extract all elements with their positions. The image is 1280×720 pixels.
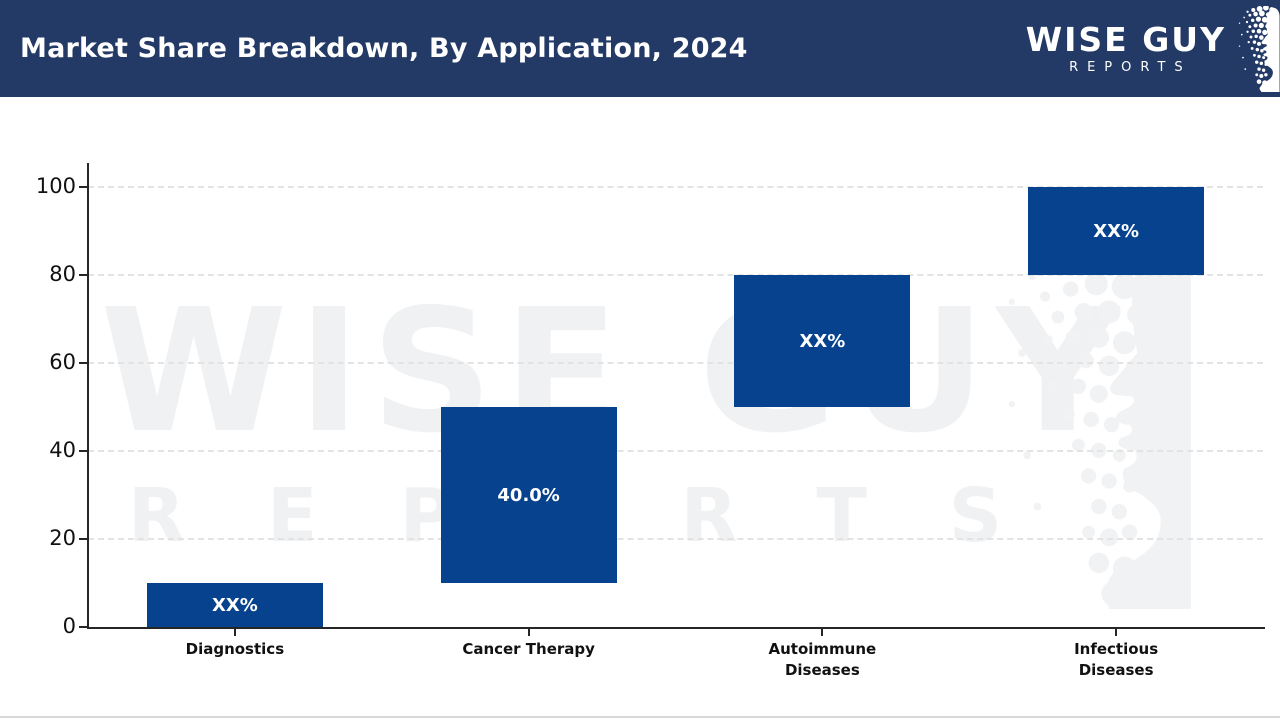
waterfall-bar: 40.0% — [440, 407, 617, 583]
y-tick-mark — [79, 450, 87, 452]
logo-wordmark: WISE GUY — [1025, 20, 1226, 59]
x-tick-mark — [233, 629, 236, 636]
waterfall-bar: XX% — [734, 275, 911, 407]
gridline — [88, 186, 1263, 188]
x-category-label: Autoimmune Diseases — [768, 640, 877, 679]
y-tick-label: 100 — [35, 174, 76, 198]
x-tick-mark — [821, 629, 824, 636]
gridline — [88, 274, 1263, 276]
header: Market Share Breakdown, By Application, … — [0, 0, 1280, 97]
y-tick-label: 40 — [49, 438, 76, 462]
y-tick-label: 60 — [49, 350, 76, 374]
y-tick-label: 0 — [62, 614, 76, 638]
y-tick-label: 20 — [49, 526, 76, 550]
bar-value-label: XX% — [211, 594, 258, 616]
chart-title: Market Share Breakdown, By Application, … — [20, 33, 748, 64]
wiseguy-logo: WISE GUY REPORTS — [1026, 0, 1280, 97]
logo-text: WISE GUY REPORTS — [1026, 23, 1226, 74]
bar-value-label: XX% — [1093, 220, 1140, 242]
y-tick-label: 80 — [49, 262, 76, 286]
x-tick-mark — [1115, 629, 1118, 636]
x-category-label: Diagnostics — [185, 640, 285, 658]
y-tick-mark — [79, 274, 87, 276]
plot-area: 0 20 40 60 80 100 XX% Diagnostics 40.0% Cancer Th… — [0, 97, 1280, 717]
y-tick-mark — [79, 626, 87, 628]
chart-canvas: WISE GUY REPORTS 020406080100XX%Diagnost… — [0, 97, 1280, 717]
gridline — [88, 450, 1263, 452]
waterfall-bar: XX% — [1028, 187, 1205, 275]
x-category-label: Cancer Therapy — [462, 640, 595, 658]
waterfall-bar: XX% — [146, 583, 323, 627]
gridline — [88, 538, 1263, 540]
y-axis-line — [87, 163, 89, 629]
wiseguy-face-icon — [1222, 6, 1280, 92]
x-axis-line — [87, 627, 1265, 629]
bottom-border — [0, 716, 1280, 718]
y-tick-mark — [79, 362, 87, 364]
gridline — [88, 362, 1263, 364]
y-tick-mark — [79, 186, 87, 188]
bar-value-label: XX% — [799, 330, 846, 352]
x-tick-mark — [527, 629, 530, 636]
y-tick-mark — [79, 538, 87, 540]
logo-subtext: REPORTS — [1069, 60, 1192, 75]
x-category-label: Infectious Diseases — [1074, 640, 1159, 679]
bar-value-label: 40.0% — [497, 484, 560, 506]
